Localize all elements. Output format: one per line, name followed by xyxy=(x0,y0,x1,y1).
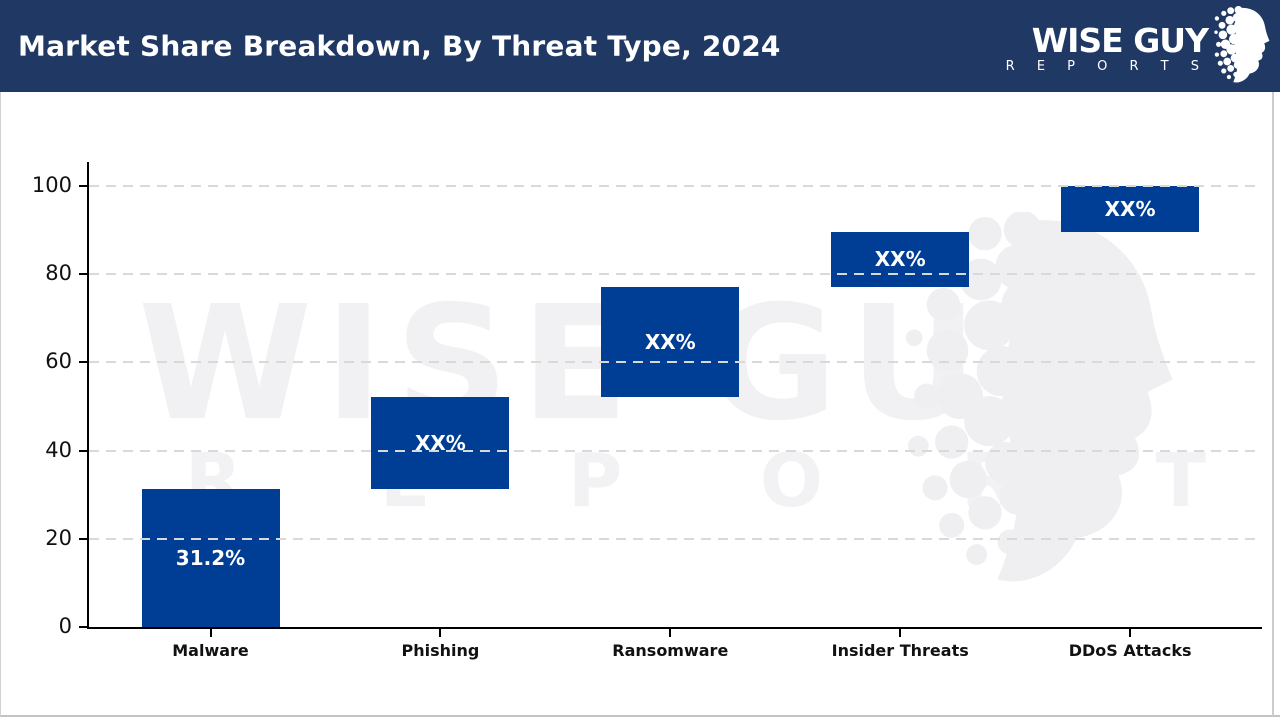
x-axis-label-insider-threats: Insider Threats xyxy=(831,641,969,660)
bar-ddos-attacks: XX% xyxy=(1061,186,1200,233)
y-tick-label: 80 xyxy=(45,261,72,286)
logo-face-icon xyxy=(1214,6,1270,83)
gridline-20 xyxy=(89,537,1257,540)
left-divider xyxy=(0,92,1,716)
logo-text: WISE GUY R E P O R T S xyxy=(1005,21,1209,75)
header-bar: Market Share Breakdown, By Threat Type, … xyxy=(0,0,1280,92)
x-axis-label-ddos-attacks: DDoS Attacks xyxy=(1068,641,1192,660)
right-divider xyxy=(1272,92,1274,716)
y-tick-label: 0 xyxy=(58,614,72,638)
y-tick-label: 100 xyxy=(31,173,72,197)
bar-phishing: XX% xyxy=(371,396,510,490)
chart: 0 20 40 60 80 100 31.2% Malware XX% Phishing XX% Ra… xyxy=(0,92,1280,720)
x-tick-malware xyxy=(209,629,212,637)
bar-value-label-ransomware: XX% xyxy=(644,329,696,354)
y-tick xyxy=(79,185,87,187)
gridline-40 xyxy=(89,449,1257,452)
x-axis-label-ransomware: Ransomware xyxy=(612,641,729,660)
y-tick xyxy=(79,449,87,452)
gridline-80 xyxy=(89,273,1257,276)
bottom-divider xyxy=(0,715,1280,717)
y-tick-label: 60 xyxy=(45,349,72,374)
wise-guy-logo: WISE GUY R E P O R T S xyxy=(1006,0,1274,92)
x-tick-ransomware xyxy=(669,629,672,637)
x-axis-spine xyxy=(87,627,1262,629)
y-tick xyxy=(79,626,87,628)
y-tick-label: 20 xyxy=(45,525,72,550)
bar-ransomware: XX% xyxy=(601,286,740,397)
x-tick-insider-threats xyxy=(899,629,902,637)
y-tick xyxy=(79,273,87,276)
gridline-60 xyxy=(89,361,1257,364)
page-title: Market Share Breakdown, By Threat Type, … xyxy=(18,29,781,63)
logo-subtext: R E P O R T S xyxy=(1005,59,1208,74)
x-axis-label-phishing: Phishing xyxy=(401,641,480,660)
x-tick-ddos-attacks xyxy=(1129,629,1132,637)
x-axis-label-malware: Malware xyxy=(172,641,249,660)
bar-malware: 31.2% xyxy=(141,489,280,627)
bar-value-label-ddos-attacks: XX% xyxy=(1104,197,1156,222)
y-tick xyxy=(79,361,87,364)
watermark-face-icon xyxy=(905,212,1173,582)
y-tick-label: 40 xyxy=(45,437,72,462)
gridline-100 xyxy=(89,185,1257,187)
logo-wordmark: WISE GUY xyxy=(1031,21,1209,60)
bar-value-label-insider-threats: XX% xyxy=(874,247,926,272)
bar-value-label-malware: 31.2% xyxy=(175,546,246,571)
x-tick-phishing xyxy=(439,629,442,637)
y-tick xyxy=(79,537,87,540)
y-axis-spine xyxy=(87,162,89,629)
bar-insider-threats: XX% xyxy=(831,232,970,287)
